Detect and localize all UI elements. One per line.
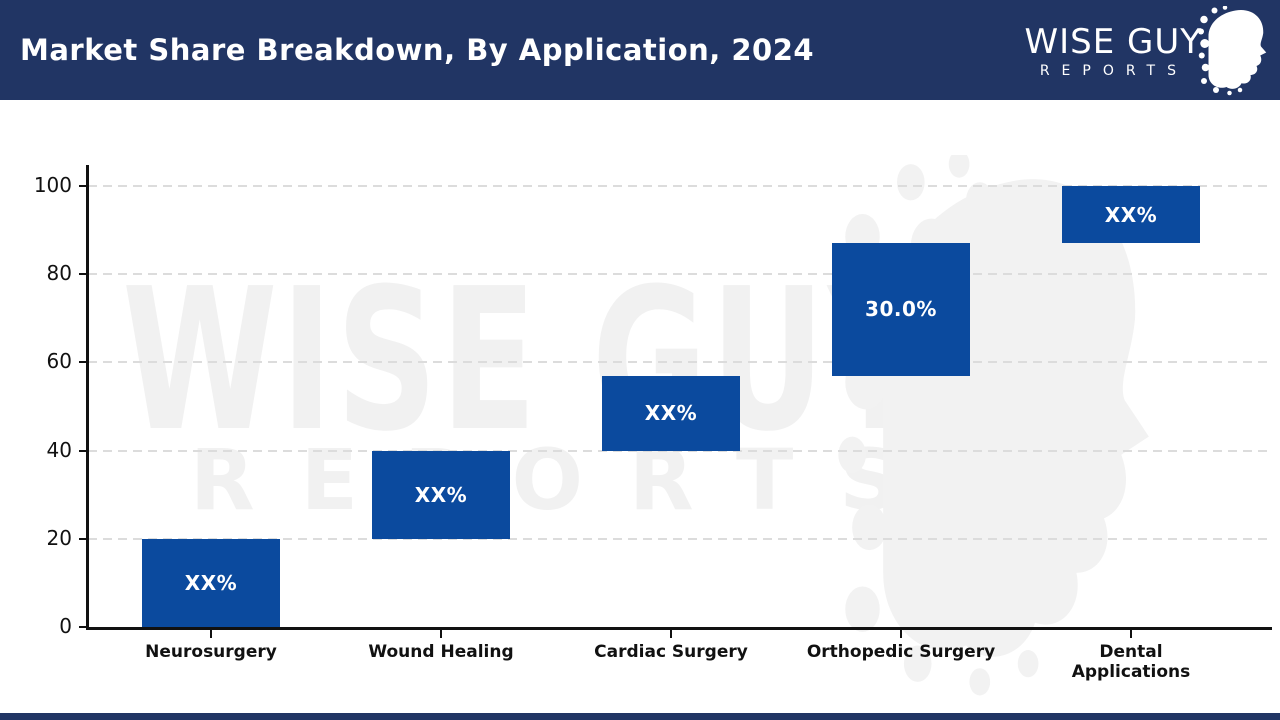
- bar-cardiac-surgery: XX%: [602, 375, 740, 451]
- y-axis-tick: [79, 626, 88, 628]
- x-axis-tick: [440, 630, 442, 638]
- gridline: [88, 185, 1268, 187]
- watermark-wordmark: WISE GUY: [122, 247, 933, 475]
- logo-wordmark: WISE GUY: [1024, 22, 1202, 62]
- y-axis-tick-label: 100: [33, 173, 72, 197]
- gridline: [88, 449, 1268, 452]
- footer-bar: [0, 713, 1280, 720]
- y-axis-tick-label: 20: [46, 525, 72, 550]
- y-axis-tick: [79, 185, 88, 187]
- gridline: [88, 361, 1268, 364]
- y-axis-tick-label: 40: [46, 437, 72, 462]
- x-axis-tick-label: Dental Applications: [1071, 642, 1191, 683]
- x-axis-tick-label: Cardiac Surgery: [594, 642, 748, 662]
- chart-area: WISE GUY REPORTS 0 20 40 60 80 100 XX% Neurosur…: [0, 100, 1280, 713]
- bar-wound-healing: XX%: [372, 450, 510, 539]
- logo-face-icon: [1198, 6, 1267, 96]
- bar-orthopedic-surgery: 30.0%: [832, 243, 970, 376]
- x-axis-tick-label: Orthopedic Surgery: [806, 642, 996, 662]
- bar-dental-applications: XX%: [1062, 186, 1200, 244]
- bar-value-label: XX%: [1104, 202, 1158, 227]
- page-title: Market Share Breakdown, By Application, …: [20, 33, 815, 67]
- x-axis-line: [86, 627, 1272, 630]
- y-axis-tick: [79, 361, 88, 364]
- x-axis-tick: [670, 630, 672, 638]
- y-axis-tick: [79, 273, 88, 276]
- x-axis-tick-label: Neurosurgery: [145, 642, 277, 662]
- gridline: [88, 273, 1268, 276]
- y-axis-tick-label: 80: [46, 261, 72, 286]
- bar-value-label: 30.0%: [865, 297, 937, 322]
- bar-value-label: XX%: [644, 401, 698, 426]
- plot-area: 0 20 40 60 80 100 XX% Neurosurgery XX% Wound Heal…: [0, 100, 1280, 713]
- y-axis-tick: [79, 449, 88, 452]
- watermark-subtext: REPORTS: [190, 431, 946, 529]
- x-axis-tick-label: Wound Healing: [368, 642, 514, 662]
- x-axis-tick: [210, 630, 212, 638]
- header-bar: Market Share Breakdown, By Application, …: [0, 0, 1280, 100]
- y-axis-tick: [79, 537, 88, 540]
- y-axis-line: [86, 165, 89, 630]
- bar-value-label: XX%: [414, 482, 468, 507]
- x-axis-tick: [1130, 630, 1132, 638]
- logo-subtext: REPORTS: [1039, 63, 1188, 79]
- x-axis-tick: [900, 630, 902, 638]
- bar-value-label: XX%: [184, 570, 238, 595]
- y-axis-tick-label: 60: [46, 349, 72, 374]
- y-axis-tick-label: 0: [59, 614, 72, 638]
- gridline: [88, 537, 1268, 540]
- bar-neurosurgery: XX%: [142, 538, 280, 627]
- logo: WISE GUY REPORTS: [1010, 0, 1280, 100]
